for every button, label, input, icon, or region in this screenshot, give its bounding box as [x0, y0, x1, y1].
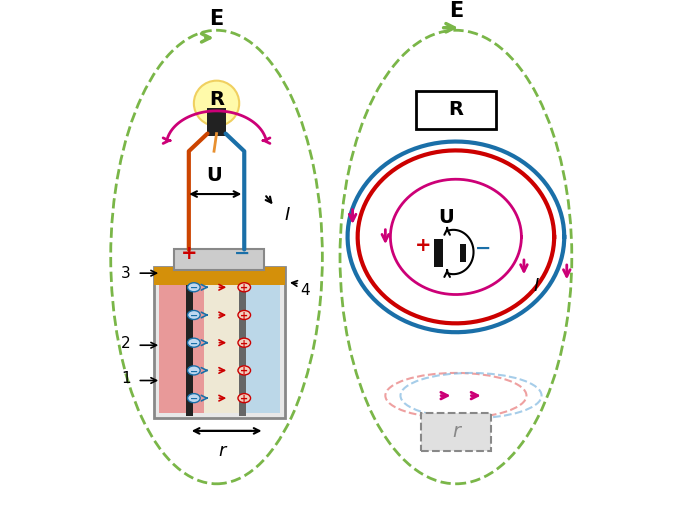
Polygon shape — [239, 273, 279, 413]
FancyBboxPatch shape — [154, 268, 284, 418]
Text: r: r — [452, 421, 460, 440]
Ellipse shape — [188, 366, 200, 375]
Text: E: E — [209, 9, 224, 29]
Text: r: r — [218, 441, 225, 459]
Text: −: − — [190, 365, 198, 376]
Text: +: + — [415, 236, 431, 254]
Text: I: I — [284, 206, 290, 224]
Text: E: E — [449, 1, 463, 21]
Text: +: + — [240, 393, 248, 403]
Text: +: + — [240, 282, 248, 293]
Text: 2: 2 — [121, 335, 131, 351]
Text: +: + — [240, 310, 248, 320]
Ellipse shape — [188, 311, 200, 320]
Text: +: + — [240, 365, 248, 376]
Ellipse shape — [238, 311, 250, 320]
FancyBboxPatch shape — [415, 92, 496, 129]
Text: I: I — [534, 276, 539, 294]
Text: 4: 4 — [300, 282, 309, 298]
Ellipse shape — [238, 283, 250, 292]
FancyBboxPatch shape — [421, 413, 491, 451]
Text: −: − — [190, 282, 198, 293]
Text: −: − — [190, 310, 198, 320]
Ellipse shape — [238, 366, 250, 375]
Text: U: U — [438, 208, 454, 227]
FancyBboxPatch shape — [239, 285, 245, 416]
Text: +: + — [181, 244, 198, 263]
Ellipse shape — [188, 394, 200, 403]
FancyBboxPatch shape — [435, 240, 443, 268]
Text: U: U — [206, 165, 222, 185]
Ellipse shape — [238, 394, 250, 403]
Text: 1: 1 — [121, 371, 131, 386]
FancyBboxPatch shape — [173, 250, 265, 270]
Text: −: − — [234, 244, 250, 263]
Ellipse shape — [238, 338, 250, 348]
Ellipse shape — [188, 283, 200, 292]
FancyBboxPatch shape — [460, 245, 466, 263]
FancyBboxPatch shape — [186, 285, 193, 416]
Text: R: R — [209, 90, 224, 108]
Text: −: − — [475, 238, 492, 257]
Polygon shape — [204, 273, 239, 413]
Ellipse shape — [188, 338, 200, 348]
Ellipse shape — [194, 81, 239, 127]
Text: −: − — [190, 393, 198, 403]
Text: +: + — [240, 338, 248, 348]
FancyBboxPatch shape — [207, 109, 226, 137]
Text: 3: 3 — [121, 265, 131, 280]
Polygon shape — [158, 273, 204, 413]
FancyBboxPatch shape — [154, 268, 284, 285]
Text: R: R — [448, 100, 463, 119]
Text: −: − — [190, 338, 198, 348]
